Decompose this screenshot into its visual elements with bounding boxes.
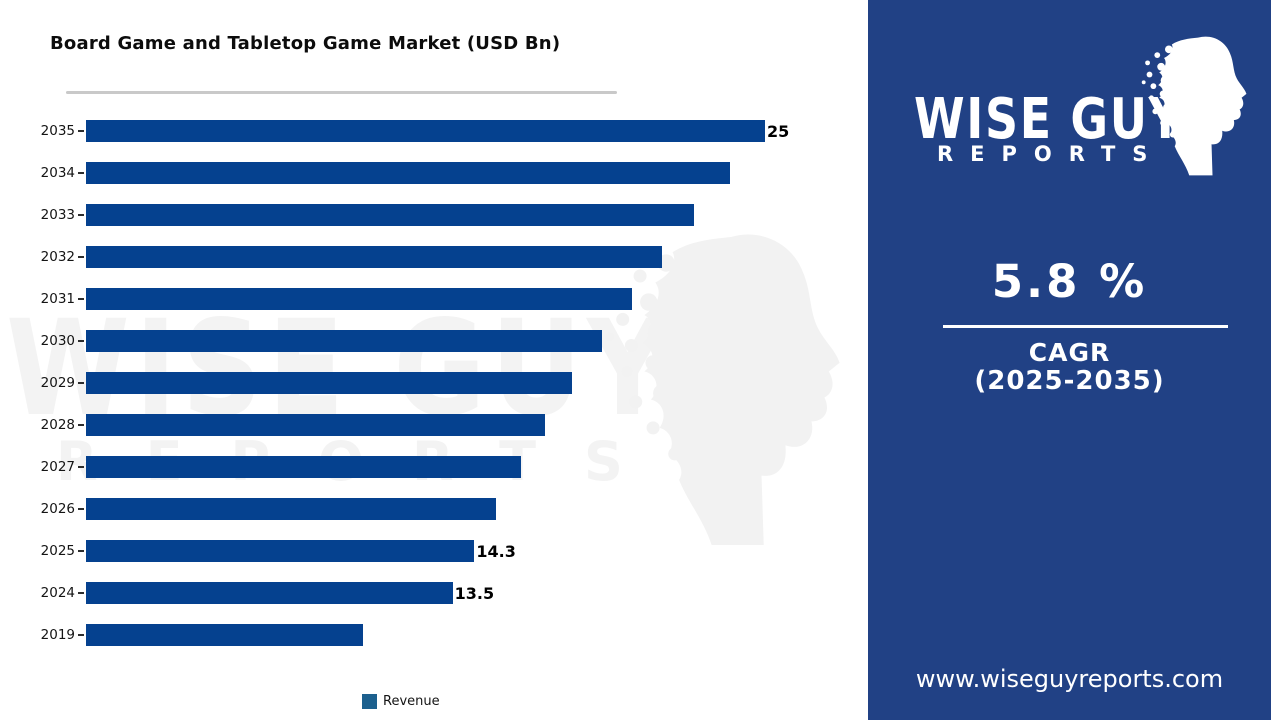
bar-row-2019: 2019: [0, 624, 868, 646]
bar-row-2024: 2024 13.5: [0, 582, 868, 604]
cagr-value: 5.8 %: [991, 255, 1148, 308]
y-axis-tick-label: 2035: [40, 123, 75, 139]
head-profile-dots-icon: [1134, 33, 1260, 180]
revenue-bar: [86, 330, 603, 352]
revenue-bar: [86, 288, 632, 310]
revenue-bar: [86, 120, 765, 142]
bar-row-2034: 2034: [0, 162, 868, 184]
logo-text-reports: REPORTS: [937, 142, 1165, 166]
chart-area: WISE GUY REPORTS Board Game and Tabletop…: [0, 33, 868, 709]
bar-value-label: 14.3: [476, 541, 516, 561]
y-axis-tick-mark: [78, 634, 84, 636]
y-axis-tick-label: 2032: [40, 249, 75, 265]
y-axis-tick-mark: [78, 298, 84, 300]
bar-value-label: 13.5: [454, 583, 495, 603]
y-axis-tick-mark: [78, 466, 84, 468]
y-axis-tick-label: 2031: [40, 291, 75, 307]
wise-guy-reports-logo: WISE GUY REPORTS: [868, 30, 1271, 185]
bar-row-2031: 2031: [0, 288, 868, 310]
y-axis-tick-label: 2030: [40, 333, 75, 349]
brand-panel: WISE GUY REPORTS 5.8 % CAGR (2025-2035) …: [868, 0, 1271, 720]
bar-row-2028: 2028: [0, 414, 868, 436]
bar-plot: 2035 25 2034 2033 2032 2031 2030 2029 2028 2027 20…: [0, 120, 868, 646]
y-axis-tick-mark: [78, 508, 84, 510]
y-axis-tick-label: 2026: [40, 501, 75, 517]
y-axis-tick-label: 2025: [40, 543, 75, 559]
revenue-bar: [86, 498, 497, 520]
y-axis-tick-label: 2024: [40, 585, 75, 601]
bar-row-2029: 2029: [0, 372, 868, 394]
legend-swatch: [362, 694, 377, 709]
y-axis-tick-label: 2028: [40, 417, 75, 433]
website-url: www.wiseguyreports.com: [915, 665, 1224, 693]
cagr-divider: [943, 325, 1228, 328]
revenue-bar: [86, 582, 453, 604]
bar-row-2035: 2035 25: [0, 120, 868, 142]
bar-row-2033: 2033: [0, 204, 868, 226]
cagr-range: (2025-2035): [974, 366, 1165, 396]
y-axis-tick-label: 2019: [40, 627, 75, 643]
y-axis-tick-label: 2034: [40, 165, 75, 181]
revenue-bar: [86, 246, 662, 268]
bar-row-2027: 2027: [0, 456, 868, 478]
title-divider: [66, 91, 617, 94]
logo-text-wiseguy: WISE GUY: [914, 87, 1184, 152]
bar-row-2030: 2030: [0, 330, 868, 352]
chart-title: Board Game and Tabletop Game Market (USD…: [50, 33, 561, 54]
cagr-title: CAGR: [1028, 338, 1111, 367]
legend-label: Revenue: [383, 694, 440, 709]
bar-row-2032: 2032: [0, 246, 868, 268]
bar-row-2026: 2026: [0, 498, 868, 520]
revenue-bar: [86, 414, 545, 436]
y-axis-tick-mark: [78, 382, 84, 384]
legend: Revenue: [362, 694, 440, 709]
bar-row-2025: 2025 14.3: [0, 540, 868, 562]
y-axis-tick-label: 2033: [40, 207, 75, 223]
bar-value-label: 25: [767, 121, 790, 141]
y-axis-tick-label: 2029: [40, 375, 75, 391]
y-axis-tick-mark: [78, 172, 84, 174]
y-axis-tick-mark: [78, 424, 84, 426]
revenue-bar: [86, 204, 695, 226]
y-axis-tick-mark: [78, 340, 84, 342]
y-axis-tick-mark: [78, 256, 84, 258]
y-axis-tick-mark: [78, 214, 84, 216]
y-axis-tick-mark: [78, 130, 84, 132]
y-axis-tick-mark: [78, 592, 84, 594]
revenue-bar: [86, 456, 521, 478]
revenue-bar: [86, 540, 475, 562]
y-axis-tick-mark: [78, 550, 84, 552]
revenue-bar: [86, 624, 364, 646]
revenue-bar: [86, 162, 730, 184]
y-axis-tick-label: 2027: [40, 459, 75, 475]
revenue-bar: [86, 372, 573, 394]
